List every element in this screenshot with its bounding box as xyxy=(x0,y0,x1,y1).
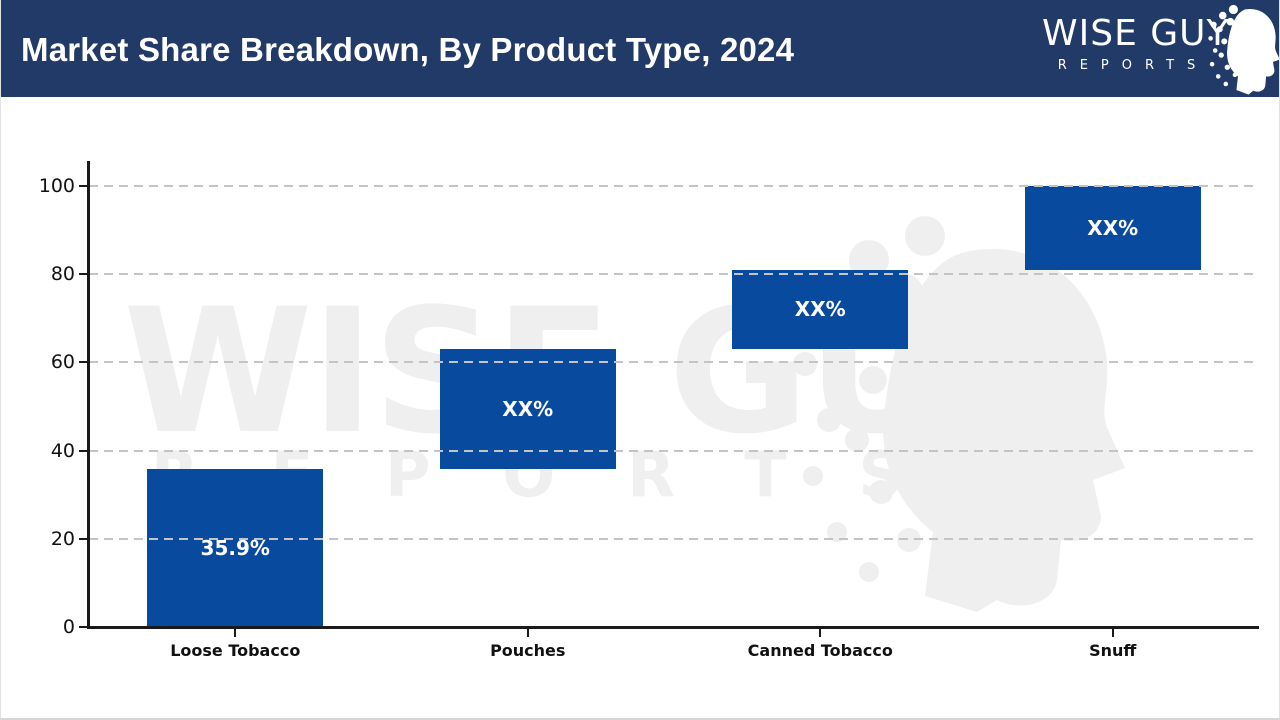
y-tick-80 xyxy=(79,273,88,276)
bar-pouches xyxy=(439,349,616,469)
gridline-40 xyxy=(89,449,1259,452)
y-tick-0 xyxy=(79,626,88,628)
gridline-60 xyxy=(89,361,1259,364)
y-tick-label-20: 20 xyxy=(50,527,75,550)
chart-title: Market Share Breakdown, By Product Type,… xyxy=(21,31,795,68)
x-category-label-loose-tobacco: Loose Tobacco xyxy=(170,641,301,660)
x-tick-pouches xyxy=(526,629,529,637)
bar-value-label-loose-tobacco: 35.9% xyxy=(200,535,270,560)
bar-value-label-canned-tobacco: XX% xyxy=(794,297,846,322)
x-tick-canned-tobacco xyxy=(819,629,822,637)
bar-snuff xyxy=(1024,186,1201,270)
y-tick-100 xyxy=(79,185,88,187)
gridline-100 xyxy=(89,185,1259,187)
watermark-brand-text: WISE GUY xyxy=(123,271,1069,472)
x-category-label-snuff: Snuff xyxy=(1089,641,1137,660)
watermark-subtitle-text: REPORTS xyxy=(151,438,976,511)
gridline-80 xyxy=(89,273,1259,276)
x-axis xyxy=(87,626,1259,629)
x-category-label-canned-tobacco: Canned Tobacco xyxy=(747,641,893,660)
y-tick-label-100: 100 xyxy=(38,175,75,197)
brand-subtitle: REPORTS xyxy=(1057,58,1209,73)
watermark-head-icon xyxy=(793,216,1125,612)
header-band: Market Share Breakdown, By Product Type,… xyxy=(1,0,1279,97)
bar-loose-tobacco xyxy=(147,468,324,627)
y-tick-20 xyxy=(79,537,88,540)
wiseguy-head-icon xyxy=(1208,4,1279,95)
y-tick-60 xyxy=(79,361,88,364)
bar-canned-tobacco xyxy=(732,269,909,350)
bar-value-label-pouches: XX% xyxy=(502,396,554,421)
y-tick-40 xyxy=(79,449,88,452)
gridline-20 xyxy=(89,537,1259,540)
y-tick-label-0: 0 xyxy=(62,616,75,638)
brand-logo: WISE GUY REPORTS xyxy=(1042,13,1230,73)
y-axis xyxy=(87,161,90,629)
y-tick-label-60: 60 xyxy=(50,351,75,374)
brand-name: WISE GUY xyxy=(1042,13,1230,54)
x-tick-snuff xyxy=(1111,629,1114,637)
x-category-label-pouches: Pouches xyxy=(490,641,566,660)
y-tick-label-40: 40 xyxy=(50,439,75,462)
x-tick-loose-tobacco xyxy=(234,629,237,637)
bar-value-label-snuff: XX% xyxy=(1087,215,1139,240)
y-tick-label-80: 80 xyxy=(50,263,75,286)
